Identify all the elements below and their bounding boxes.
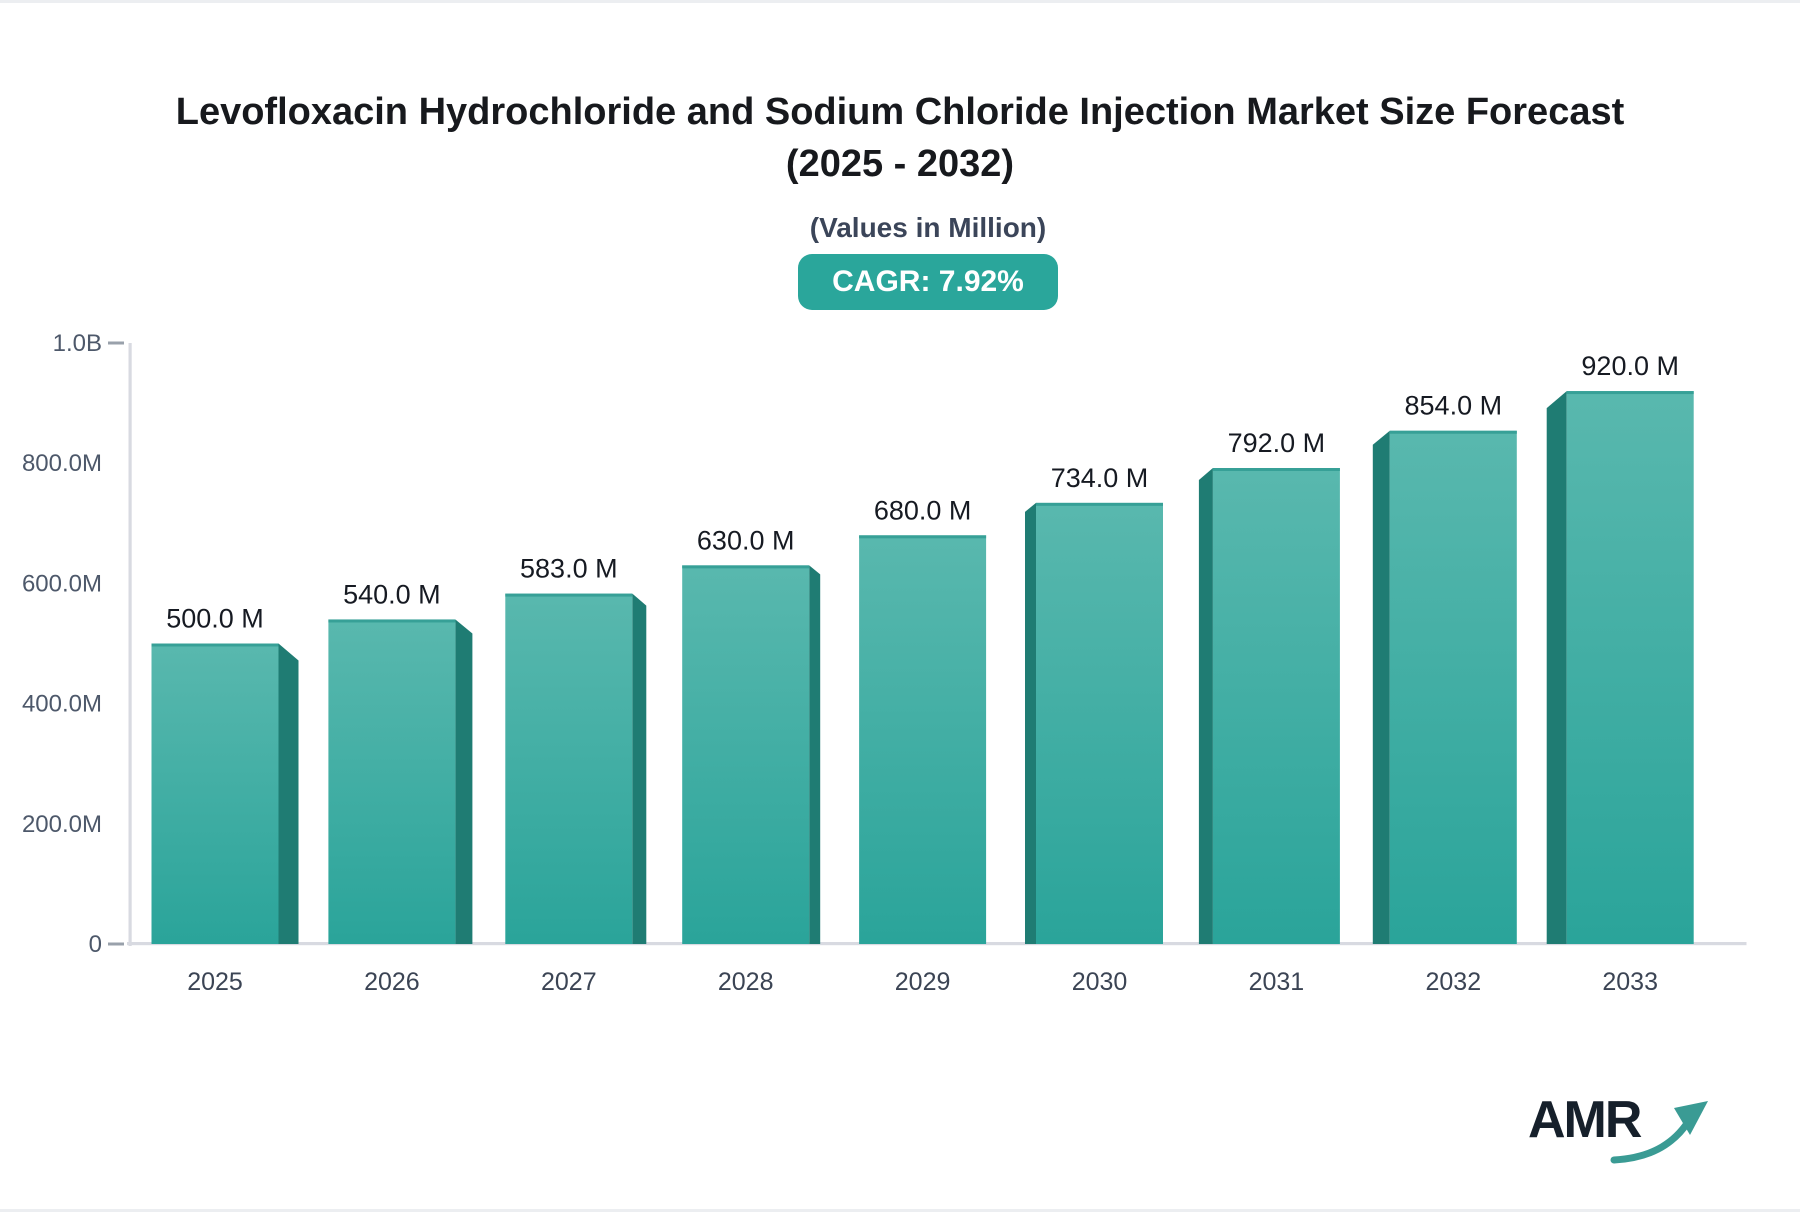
bar-side-face (1025, 502, 1036, 944)
bar-top-edge (328, 619, 456, 623)
chart-title-line1: Levofloxacin Hydrochloride and Sodium Ch… (175, 91, 1625, 133)
bar-side-face (632, 593, 647, 944)
x-axis-label: 2029 (895, 968, 951, 996)
bar-top-edge (151, 643, 279, 647)
chart-title-line2: (2025 - 2032) (785, 143, 1015, 185)
chart-subtitle: (Values in Million) (809, 212, 1047, 243)
amr-logo: AMR (1528, 1086, 1748, 1176)
bar-front-face (1212, 468, 1340, 944)
bar-front-face (682, 565, 810, 944)
bar-top-edge (1036, 502, 1163, 506)
bar-2025: 500.0 M 2025 (151, 604, 299, 996)
bar-top-edge (1212, 468, 1340, 472)
y-axis-tick-label: 400.0M (22, 691, 102, 718)
cagr-badge: CAGR: 7.92% (798, 254, 1058, 310)
bar-value-label: 583.0 M (520, 554, 618, 584)
bar-front-face (859, 535, 987, 944)
y-axis-tick-label: 600.0M (22, 570, 102, 597)
y-axis-tick-dash (108, 942, 124, 946)
amr-logo-text: AMR (1528, 1091, 1642, 1149)
bar-2026: 540.0 M 2026 (328, 579, 473, 996)
bar-value-label: 500.0 M (166, 604, 264, 634)
bar-2033: 920.0 M 2033 (1546, 351, 1694, 996)
y-axis-tick-dash (108, 341, 124, 345)
x-axis-label: 2030 (1072, 968, 1128, 996)
page-top-border (0, 0, 1800, 3)
bar-2032: 854.0 M 2032 (1372, 391, 1517, 996)
bar-2027: 583.0 M 2027 (505, 554, 647, 996)
growth-arrow-icon (1610, 1101, 1708, 1164)
bar-value-label: 540.0 M (343, 579, 441, 609)
bar-front-face (151, 643, 279, 944)
bar-top-edge (1389, 430, 1517, 434)
bar-front-face (1566, 391, 1694, 945)
bar-top-edge (859, 535, 987, 539)
y-axis-tick-label: 200.0M (22, 811, 102, 838)
bar-value-label: 854.0 M (1405, 391, 1503, 421)
bar-2030: 734.0 M 2030 (1025, 463, 1163, 996)
bar-side-face (809, 565, 821, 944)
bar-value-label: 920.0 M (1581, 351, 1679, 381)
bar-2028: 630.0 M 2028 (682, 525, 821, 996)
bar-front-face (1036, 502, 1163, 944)
x-axis-label: 2025 (187, 968, 243, 996)
bar-side-face (1546, 391, 1567, 945)
bar-side-face (455, 619, 473, 944)
y-axis-tick-label: 0 (89, 931, 102, 958)
x-axis-label: 2026 (364, 968, 420, 996)
x-axis-label: 2031 (1249, 968, 1305, 996)
bar-front-face (328, 619, 456, 944)
x-axis-label: 2033 (1602, 968, 1658, 996)
page-bottom-border (0, 1209, 1800, 1212)
bar-side-face (1198, 468, 1213, 944)
bar-value-label: 792.0 M (1228, 428, 1326, 458)
x-axis-label: 2028 (718, 968, 774, 996)
bar-front-face (505, 593, 633, 944)
bar-value-label: 680.0 M (874, 495, 972, 525)
y-axis-line (128, 343, 132, 946)
y-axis-tick-label: 800.0M (22, 450, 102, 477)
cagr-badge-row: CAGR: 7.92% (56, 254, 1800, 310)
x-axis-label: 2027 (541, 968, 597, 996)
bar-side-face (278, 643, 299, 944)
bar-side-face (1372, 430, 1390, 945)
bar-top-edge (1566, 391, 1694, 395)
bar-2031: 792.0 M 2031 (1198, 428, 1340, 996)
bar-top-edge (682, 565, 810, 569)
x-axis-label: 2032 (1425, 968, 1481, 996)
bar-2029: 680.0 M 2029 (859, 495, 987, 996)
bar-value-label: 734.0 M (1051, 463, 1149, 493)
bar-front-face (1389, 430, 1517, 945)
bar-top-edge (505, 593, 633, 597)
bar-value-label: 630.0 M (697, 525, 795, 555)
y-axis-tick-label: 1.0B (53, 330, 102, 357)
